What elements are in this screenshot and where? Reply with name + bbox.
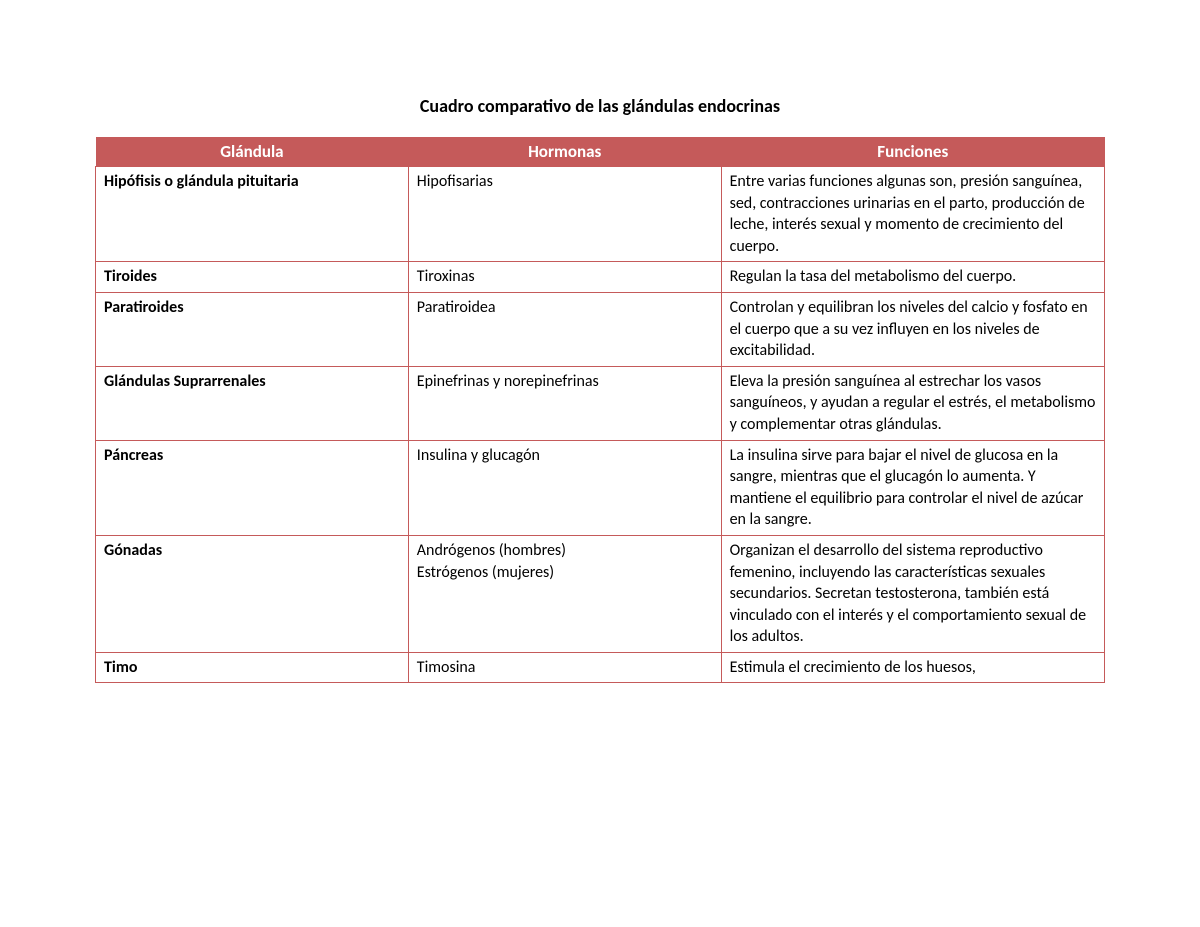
cell-funciones: Regulan la tasa del metabolismo del cuer…	[721, 262, 1104, 293]
cell-funciones: La insulina sirve para bajar el nivel de…	[721, 440, 1104, 535]
col-header-hormonas: Hormonas	[408, 137, 721, 167]
cell-glandula: Gónadas	[96, 535, 409, 652]
cell-glandula: Páncreas	[96, 440, 409, 535]
cell-funciones: Eleva la presión sanguínea al estrechar …	[721, 366, 1104, 440]
table-row: Tiroides Tiroxinas Regulan la tasa del m…	[96, 262, 1105, 293]
cell-glandula: Tiroides	[96, 262, 409, 293]
table-row: Timo Timosina Estimula el crecimiento de…	[96, 652, 1105, 683]
cell-hormonas: Hipofisarias	[408, 167, 721, 262]
cell-funciones: Entre varias funciones algunas son, pres…	[721, 167, 1104, 262]
cell-glandula: Hipófisis o glándula pituitaria	[96, 167, 409, 262]
cell-funciones: Organizan el desarrollo del sistema repr…	[721, 535, 1104, 652]
cell-funciones: Controlan y equilibran los niveles del c…	[721, 292, 1104, 366]
cell-hormonas: Epinefrinas y norepinefrinas	[408, 366, 721, 440]
page-title: Cuadro comparativo de las glándulas endo…	[95, 95, 1105, 117]
table-header-row: Glándula Hormonas Funciones	[96, 137, 1105, 167]
cell-glandula: Paratiroides	[96, 292, 409, 366]
table-row: Paratiroides Paratiroidea Controlan y eq…	[96, 292, 1105, 366]
cell-funciones: Estimula el crecimiento de los huesos,	[721, 652, 1104, 683]
col-header-glandula: Glándula	[96, 137, 409, 167]
cell-glandula: Glándulas Suprarrenales	[96, 366, 409, 440]
table-row: Páncreas Insulina y glucagón La insulina…	[96, 440, 1105, 535]
cell-hormonas: Timosina	[408, 652, 721, 683]
col-header-funciones: Funciones	[721, 137, 1104, 167]
table-body: Hipófisis o glándula pituitaria Hipofisa…	[96, 167, 1105, 683]
cell-hormonas: Andrógenos (hombres)Estrógenos (mujeres)	[408, 535, 721, 652]
comparison-table: Glándula Hormonas Funciones Hipófisis o …	[95, 137, 1105, 683]
table-row: Gónadas Andrógenos (hombres)Estrógenos (…	[96, 535, 1105, 652]
cell-hormonas: Insulina y glucagón	[408, 440, 721, 535]
cell-glandula: Timo	[96, 652, 409, 683]
table-row: Glándulas Suprarrenales Epinefrinas y no…	[96, 366, 1105, 440]
cell-hormonas: Tiroxinas	[408, 262, 721, 293]
cell-hormonas: Paratiroidea	[408, 292, 721, 366]
table-row: Hipófisis o glándula pituitaria Hipofisa…	[96, 167, 1105, 262]
